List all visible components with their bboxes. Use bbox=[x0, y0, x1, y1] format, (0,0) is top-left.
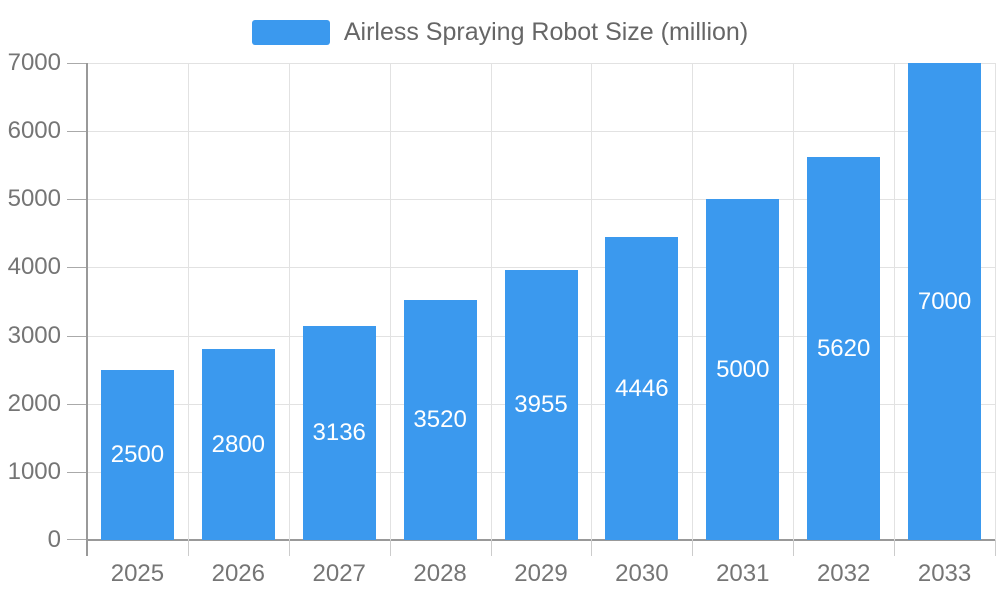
bar-value-label: 4446 bbox=[615, 374, 669, 402]
bar-value-label: 3136 bbox=[312, 419, 366, 447]
y-axis-tick bbox=[67, 539, 87, 540]
gridline bbox=[87, 267, 995, 269]
bar[interactable] bbox=[908, 63, 982, 540]
x-tick-label: 2033 bbox=[917, 560, 972, 587]
legend-item[interactable]: Airless Spraying Robot Size (million) bbox=[251, 18, 749, 47]
y-axis-tick bbox=[67, 63, 87, 64]
x-tick-label: 2026 bbox=[211, 560, 265, 587]
bar-value-label: 5000 bbox=[716, 355, 770, 383]
gridline bbox=[389, 63, 391, 540]
y-tick-label: 0 bbox=[47, 526, 61, 553]
bar[interactable] bbox=[403, 300, 477, 540]
x-axis-tick bbox=[288, 540, 290, 556]
x-tick-label: 2030 bbox=[615, 560, 669, 587]
y-tick-label: 1000 bbox=[7, 457, 61, 485]
y-tick-label: 2000 bbox=[7, 389, 61, 417]
y-axis-tick bbox=[67, 471, 87, 473]
gridline bbox=[490, 63, 492, 540]
x-axis-tick bbox=[995, 540, 996, 556]
x-tick-label: 2027 bbox=[312, 560, 366, 587]
bar[interactable] bbox=[807, 157, 881, 540]
x-tick-label: 2025 bbox=[110, 560, 165, 587]
x-axis-tick bbox=[793, 540, 795, 556]
bar-value-label: 7000 bbox=[917, 287, 972, 315]
y-axis-tick bbox=[67, 335, 87, 337]
x-axis-tick bbox=[692, 540, 694, 556]
bar-value-label: 3520 bbox=[413, 406, 467, 434]
x-axis-tick bbox=[894, 540, 896, 556]
bar[interactable] bbox=[302, 326, 376, 540]
y-axis-tick bbox=[67, 199, 87, 201]
y-tick-label: 6000 bbox=[7, 117, 61, 145]
y-axis-tick bbox=[67, 267, 87, 269]
bar-value-label: 2500 bbox=[110, 440, 165, 468]
gridline bbox=[793, 63, 795, 540]
bar-value-label: 2800 bbox=[211, 430, 266, 458]
gridline bbox=[692, 63, 694, 540]
x-tick-label: 2031 bbox=[716, 560, 770, 587]
gridline bbox=[288, 63, 290, 540]
gridline bbox=[591, 63, 593, 540]
x-tick-label: 2029 bbox=[514, 560, 568, 587]
y-axis-tick bbox=[67, 131, 87, 133]
y-axis-line bbox=[86, 63, 88, 556]
y-tick-label: 7000 bbox=[7, 49, 61, 76]
gridline bbox=[87, 131, 995, 133]
legend: Airless Spraying Robot Size (million) bbox=[0, 18, 1000, 47]
bar[interactable] bbox=[605, 237, 679, 540]
x-axis-tick bbox=[187, 540, 189, 556]
bar[interactable] bbox=[201, 349, 275, 540]
x-tick-label: 2032 bbox=[816, 560, 871, 587]
gridline bbox=[995, 63, 996, 540]
y-tick-label: 4000 bbox=[7, 253, 61, 281]
y-tick-label: 3000 bbox=[7, 321, 61, 349]
y-axis-tick bbox=[67, 403, 87, 405]
bar-value-label: 5620 bbox=[816, 334, 871, 362]
x-tick-label: 2028 bbox=[413, 560, 467, 587]
gridline bbox=[87, 63, 995, 64]
x-axis-tick bbox=[591, 540, 593, 556]
bar[interactable] bbox=[706, 199, 780, 540]
gridline bbox=[187, 63, 189, 540]
gridline bbox=[894, 63, 896, 540]
x-axis-tick bbox=[389, 540, 391, 556]
bar[interactable] bbox=[504, 270, 578, 540]
y-tick-label: 5000 bbox=[7, 185, 61, 213]
gridline bbox=[87, 199, 995, 201]
bar-value-label: 3955 bbox=[514, 391, 568, 419]
x-axis-line bbox=[87, 539, 995, 541]
legend-label: Airless Spraying Robot Size (million) bbox=[343, 18, 749, 46]
bar[interactable] bbox=[100, 369, 174, 540]
x-axis-tick bbox=[490, 540, 492, 556]
legend-swatch-icon bbox=[251, 20, 330, 45]
